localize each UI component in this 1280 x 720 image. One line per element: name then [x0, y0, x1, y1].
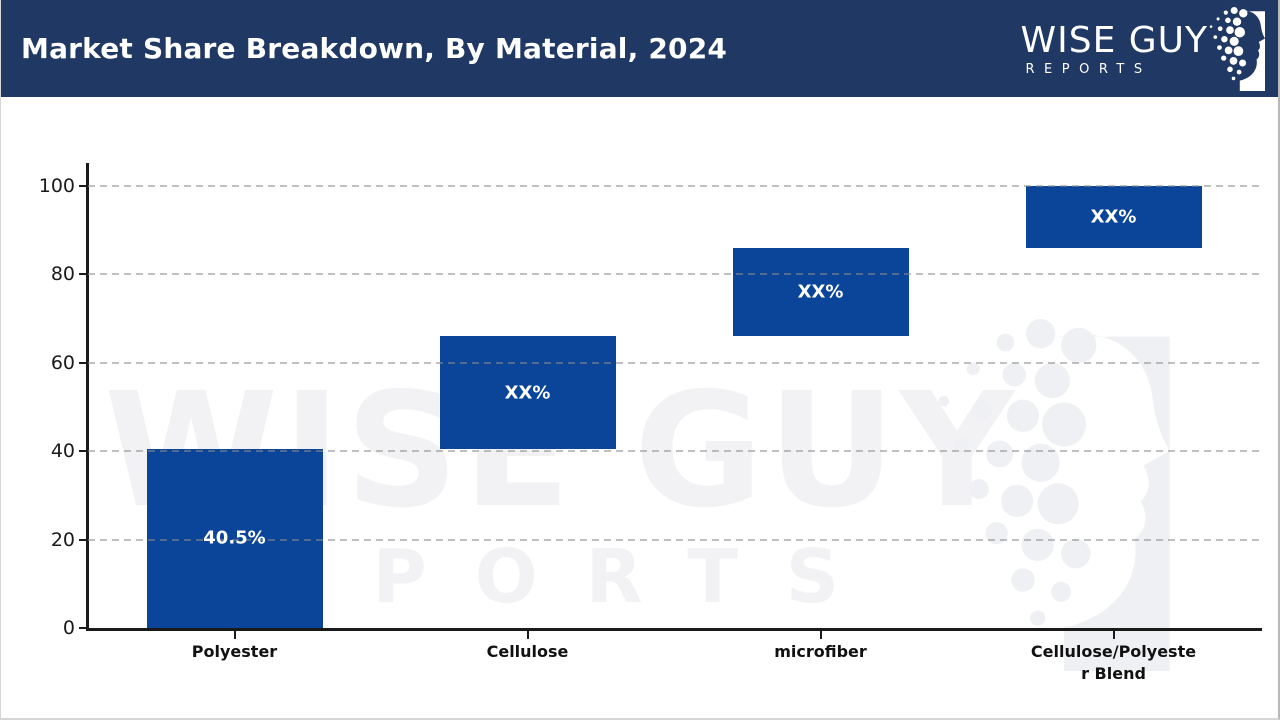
- chart-area: WISE GUY REPORTS 02040608010040.5%XX%XX%…: [1, 97, 1278, 718]
- x-tick-microfiber: [819, 631, 822, 639]
- x-tick-label-line: r Blend: [1081, 663, 1146, 683]
- y-axis-line: [86, 163, 89, 630]
- x-tick-label-line: Polyester: [191, 642, 278, 661]
- y-tick-label-0: 0: [62, 617, 75, 639]
- gridline-80: [88, 273, 1260, 276]
- x-tick-cellulose: [526, 631, 529, 639]
- bar-microfiber: [732, 247, 909, 337]
- y-tick-80: [79, 273, 86, 276]
- x-axis-line: [86, 628, 1262, 631]
- page-title: Market Share Breakdown, By Material, 202…: [21, 32, 728, 65]
- bar-label-microfiber: XX%: [797, 281, 844, 303]
- gridline-100: [88, 185, 1260, 187]
- x-tick-cellulose-polyester-blend: [1112, 631, 1115, 639]
- logo-name: WISE GUY: [1020, 19, 1208, 61]
- watermark-face-icon: [938, 319, 1170, 671]
- y-tick-20: [79, 538, 86, 541]
- bar-cellulose-polyester-blend: [1025, 186, 1202, 248]
- gridline-60: [88, 361, 1260, 364]
- y-tick-100: [79, 185, 86, 187]
- x-tick-label-line: Cellulose/Polyeste: [1030, 642, 1197, 661]
- x-tick-polyester: [233, 631, 236, 639]
- bar-label-cellulose: XX%: [504, 382, 551, 404]
- x-tick-label-microfiber: microfiber: [691, 641, 951, 663]
- gridline-20: [88, 538, 1260, 541]
- x-tick-label-line: microfiber: [774, 642, 867, 661]
- x-tick-label-cellulose: Cellulose: [398, 641, 658, 663]
- y-tick-label-80: 80: [50, 263, 75, 286]
- header: Market Share Breakdown, By Material, 202…: [1, 0, 1278, 97]
- y-tick-label-60: 60: [50, 351, 75, 374]
- logo-text: WISE GUY REPORTS: [1020, 19, 1209, 77]
- y-tick-60: [79, 361, 86, 364]
- y-tick-label-20: 20: [50, 528, 75, 551]
- y-tick-label-40: 40: [50, 440, 75, 463]
- wise-guy-logo: WISE GUY REPORTS: [1021, 6, 1269, 92]
- logo-face-icon: [1209, 7, 1265, 91]
- y-tick-40: [79, 450, 86, 453]
- y-tick-0: [79, 627, 86, 629]
- y-tick-label-100: 100: [38, 175, 75, 197]
- bar-cellulose: [439, 336, 616, 449]
- gridline-40: [88, 450, 1260, 453]
- bar-label-cellulose-polyester-blend: XX%: [1090, 206, 1137, 228]
- logo-tagline: REPORTS: [1025, 61, 1152, 77]
- x-tick-label-cellulose-polyester-blend: Cellulose/Polyeste r Blend: [984, 641, 1244, 684]
- bar-label-polyester: 40.5%: [203, 527, 266, 549]
- bar-polyester: [146, 448, 323, 628]
- x-tick-label-polyester: Polyester: [105, 641, 365, 663]
- x-tick-label-line: Cellulose: [486, 642, 569, 661]
